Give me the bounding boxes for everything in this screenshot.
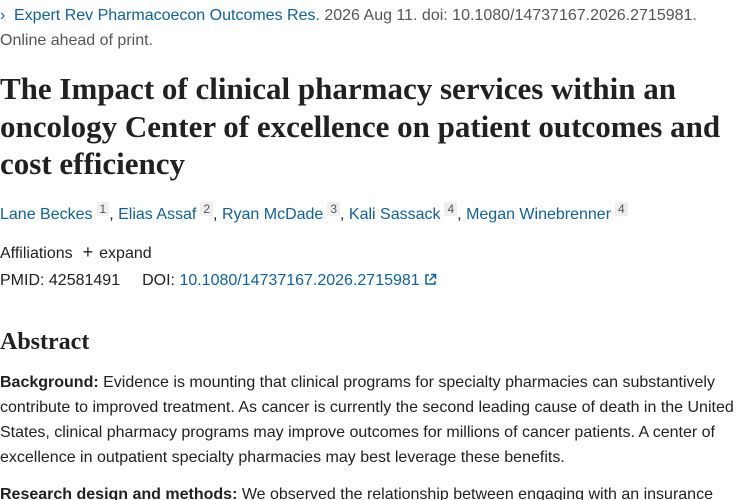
section-label: Research design and methods: <box>0 486 238 500</box>
article-title: The Impact of clinical pharmacy services… <box>0 71 721 181</box>
pmid-label: PMID: <box>0 272 45 289</box>
expand-button[interactable]: expand <box>99 245 152 262</box>
author: Lane Beckes 1 <box>0 202 110 223</box>
section-text: Evidence is mounting that clinical progr… <box>0 374 734 466</box>
pmid-value: 42581491 <box>48 272 121 289</box>
citation-details: 2026 Aug 11. doi: 10.1080/14737167.2026.… <box>324 7 697 24</box>
author-link[interactable]: Elias Assaf <box>118 206 197 223</box>
citation-status: Online ahead of print. <box>0 32 153 49</box>
abstract-heading: Abstract <box>0 329 90 355</box>
doi-label: DOI: <box>142 272 175 289</box>
chevron-icon[interactable]: › <box>0 7 6 24</box>
section-label: Background: <box>0 374 99 391</box>
affiliation-number[interactable]: 4 <box>444 202 458 216</box>
doi-link[interactable]: 10.1080/14737167.2026.2715981 <box>179 272 420 289</box>
plus-icon[interactable]: + <box>82 242 94 262</box>
affiliation-number[interactable]: 3 <box>327 202 340 216</box>
affiliation-number[interactable]: 2 <box>200 202 214 216</box>
journal-link[interactable]: Expert Rev Pharmacoecon Outcomes Res. <box>14 7 320 24</box>
citation: › Expert Rev Pharmacoecon Outcomes Res. 2… <box>0 3 740 53</box>
affiliation-number[interactable]: 4 <box>615 202 628 216</box>
abstract-paragraph: Research design and methods: We observed… <box>0 482 742 500</box>
author-link[interactable]: Kali Sassack <box>348 206 441 223</box>
section-text: We observed the relationship between eng… <box>241 486 713 500</box>
author-list: Lane Beckes1Elias Assaf2Ryan McDade3Kali… <box>0 202 745 227</box>
external-link-icon[interactable] <box>424 273 437 286</box>
affiliations-label: Affiliations <box>0 245 73 262</box>
author-link[interactable]: Megan Winebrenner <box>466 206 612 223</box>
author-link[interactable]: Lane Beckes <box>0 206 93 223</box>
abstract-body: Background: Evidence is mounting that cl… <box>0 370 742 500</box>
author-link[interactable]: Ryan McDade <box>221 206 324 223</box>
abstract-paragraph: Background: Evidence is mounting that cl… <box>0 370 742 470</box>
affiliations: Affiliations + expand <box>0 240 152 266</box>
identifiers: PMID: 42581491 DOI: 10.1080/14737167.2026… <box>0 268 437 293</box>
affiliation-number[interactable]: 1 <box>96 202 110 216</box>
